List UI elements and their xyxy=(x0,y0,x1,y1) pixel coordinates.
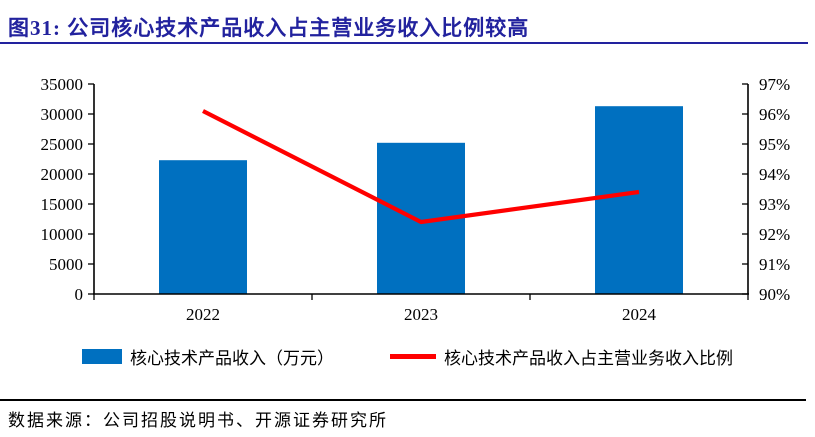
left-axis-tick-label: 15000 xyxy=(41,195,84,214)
line-legend-swatch xyxy=(390,354,436,359)
right-axis-tick-label: 90% xyxy=(759,285,790,304)
right-axis-tick-label: 94% xyxy=(759,165,790,184)
line-legend-label: 核心技术产品收入占主营业务收入比例 xyxy=(444,349,733,368)
left-axis-tick-label: 20000 xyxy=(41,165,84,184)
x-axis-label-2024: 2024 xyxy=(622,305,657,324)
source-note: 数据来源：公司招股说明书、开源证券研究所 xyxy=(8,411,388,430)
chart-legend: 核心技术产品收入（万元） 核心技术产品收入占主营业务收入比例 xyxy=(0,344,815,369)
left-axis-tick-label: 10000 xyxy=(41,225,84,244)
left-axis-tick-label: 0 xyxy=(75,285,84,304)
right-axis-tick-label: 93% xyxy=(759,195,790,214)
figure-title: 图31: 公司核心技术产品收入占主营业务收入比例较高 xyxy=(8,16,530,40)
legend-item-line: 核心技术产品收入占主营业务收入比例 xyxy=(390,344,733,369)
right-axis-tick-label: 92% xyxy=(759,225,790,244)
bar-legend-label: 核心技术产品收入（万元） xyxy=(130,349,334,368)
right-axis-tick-label: 96% xyxy=(759,105,790,124)
left-axis-tick-label: 25000 xyxy=(41,135,84,154)
x-axis-label-2023: 2023 xyxy=(404,305,438,324)
left-axis-tick-label: 30000 xyxy=(41,105,84,124)
left-axis-tick-label: 35000 xyxy=(41,75,84,94)
bar-legend-swatch xyxy=(82,349,122,364)
right-axis-tick-label: 95% xyxy=(759,135,790,154)
ratio-line xyxy=(202,109,640,225)
title-divider xyxy=(0,42,808,44)
bar-2022 xyxy=(159,160,247,294)
left-axis-tick-label: 5000 xyxy=(49,255,83,274)
bar-2024 xyxy=(595,106,683,294)
x-axis-label-2022: 2022 xyxy=(186,305,220,324)
right-axis-tick-label: 97% xyxy=(759,75,790,94)
right-axis-tick-label: 91% xyxy=(759,255,790,274)
legend-item-bar: 核心技术产品收入（万元） xyxy=(82,344,334,369)
source-divider xyxy=(0,399,806,401)
